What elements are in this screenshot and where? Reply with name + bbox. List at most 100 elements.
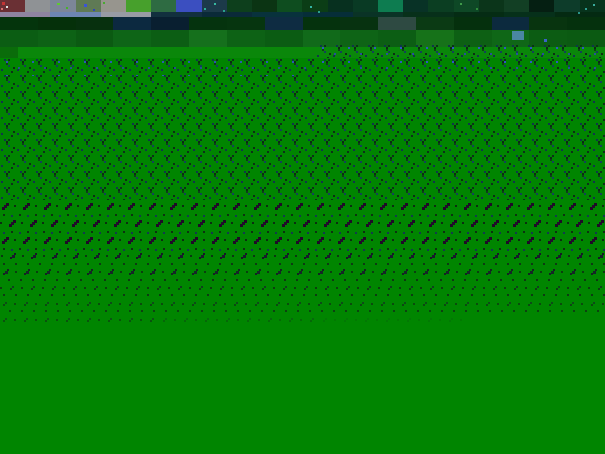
noise-pixel bbox=[93, 9, 95, 11]
stand-mid-block bbox=[302, 30, 341, 47]
crowd-row-a-block bbox=[403, 0, 429, 12]
noise-pixel bbox=[57, 3, 60, 5]
crowd-row-a-block bbox=[352, 0, 379, 12]
grass-zone-dash_bold bbox=[0, 219, 605, 228]
stand-dark-block bbox=[453, 17, 492, 30]
crowd-row-a-block bbox=[428, 0, 454, 12]
stand-dark-block bbox=[151, 17, 190, 30]
grass-zone-dots_tiny bbox=[0, 309, 605, 313]
crowd-row-b-block bbox=[403, 12, 454, 17]
crowd-row-a-block bbox=[100, 0, 127, 12]
stand-dark-block bbox=[378, 17, 416, 30]
grass-zone-dots_tiny bbox=[0, 293, 605, 297]
grass-zone-dots_row bbox=[0, 229, 605, 235]
noise-pixel bbox=[476, 8, 478, 10]
noise-pixel bbox=[512, 31, 524, 40]
noise-pixel bbox=[66, 7, 68, 9]
noise-pixel bbox=[214, 3, 216, 5]
noise-pixel bbox=[1, 8, 3, 10]
noise-pixel bbox=[318, 11, 320, 13]
crowd-row-b-block bbox=[504, 12, 555, 17]
stand-mid-block bbox=[151, 30, 190, 47]
stand-dark-block bbox=[302, 17, 341, 30]
crowd-row-b-block bbox=[0, 12, 51, 17]
stand-mid-block bbox=[113, 30, 152, 47]
noise-pixel bbox=[6, 6, 8, 8]
stand-mid-block bbox=[415, 30, 454, 47]
crowd-row-a-block bbox=[252, 0, 278, 12]
crowd-row-a-block bbox=[176, 0, 202, 12]
crowd-row-a-block bbox=[201, 0, 227, 12]
crowd-row-a-block bbox=[226, 0, 253, 12]
crowd-row-b-block bbox=[50, 12, 101, 17]
noise-pixel bbox=[223, 10, 225, 12]
band-crowd-row-a bbox=[0, 0, 605, 12]
stand-mid-block bbox=[378, 30, 416, 47]
grass-zone-dash_bold bbox=[0, 202, 605, 211]
crowd-row-b-block bbox=[554, 12, 605, 17]
crowd-row-a-block bbox=[50, 0, 76, 12]
grass-zone-dash_small bbox=[160, 316, 320, 324]
noise-pixel bbox=[84, 4, 87, 7]
crowd-row-a-block bbox=[151, 0, 177, 12]
band-apron bbox=[0, 47, 605, 58]
noise-pixel bbox=[460, 3, 462, 5]
crowd-row-b-block bbox=[151, 12, 202, 17]
crowd-row-a-block bbox=[504, 0, 530, 12]
noise-pixel bbox=[103, 2, 105, 4]
noise-pixel bbox=[310, 6, 312, 8]
grass-zone-dots_tiny bbox=[0, 262, 605, 266]
grass-zone-dash_med bbox=[0, 252, 605, 261]
crowd-row-b-block bbox=[453, 12, 505, 17]
crowd-row-a-block bbox=[126, 0, 152, 12]
crowd-row-b-block bbox=[352, 12, 404, 17]
stand-dark-block bbox=[75, 17, 114, 30]
crowd-row-a-block bbox=[478, 0, 505, 12]
grass-zone-dash_small bbox=[320, 316, 470, 324]
band-stand-mid bbox=[0, 30, 605, 47]
stand-dark-block bbox=[0, 17, 38, 30]
crowd-row-a-block bbox=[453, 0, 479, 12]
stand-dark-block bbox=[264, 17, 303, 30]
noise-pixel bbox=[544, 39, 547, 42]
grass-zone-dots_row bbox=[0, 212, 605, 218]
crowd-row-a-block bbox=[529, 0, 555, 12]
stand-mid-block bbox=[340, 30, 379, 47]
crowd-row-b-block bbox=[252, 12, 303, 17]
noise-pixel bbox=[593, 4, 595, 6]
crowd-row-a-block bbox=[25, 0, 51, 12]
crowd-row-a-block bbox=[0, 0, 26, 12]
grass-zone-dots_tiny bbox=[0, 278, 605, 282]
crowd-row-a-block bbox=[554, 0, 580, 12]
stand-mid-block bbox=[189, 30, 227, 47]
band-crowd-row-b bbox=[0, 12, 605, 17]
stand-dark-block bbox=[226, 17, 265, 30]
noise-pixel bbox=[578, 12, 580, 14]
crowd-row-a-block bbox=[277, 0, 303, 12]
noise-pixel bbox=[2, 2, 5, 5]
stand-dark-block bbox=[529, 17, 568, 30]
stand-dark-block bbox=[37, 17, 76, 30]
stand-mid-block bbox=[567, 30, 605, 47]
grass-zone-dash_bold bbox=[0, 236, 605, 245]
grass-zone-dash_small bbox=[0, 300, 605, 308]
noise-pixel bbox=[585, 8, 587, 10]
crowd-row-b-block bbox=[302, 12, 353, 17]
stand-dark-block bbox=[567, 17, 605, 30]
stand-mid-block bbox=[75, 30, 114, 47]
noise-pixel bbox=[0, 47, 18, 58]
grass-zone-dots_row bbox=[0, 246, 605, 252]
grass-zone-blue_dots bbox=[0, 58, 316, 76]
grass-zone-dash_med bbox=[0, 268, 605, 277]
stand-dark-block bbox=[415, 17, 454, 30]
crowd-row-b-block bbox=[100, 12, 152, 17]
stand-dark-block bbox=[340, 17, 379, 30]
crowd-row-a-block bbox=[302, 0, 328, 12]
stand-dark-block bbox=[113, 17, 152, 30]
stand-dark-block bbox=[491, 17, 530, 30]
grass-zone-chevron bbox=[0, 58, 605, 200]
stand-mid-block bbox=[0, 30, 38, 47]
stand-mid-block bbox=[264, 30, 303, 47]
